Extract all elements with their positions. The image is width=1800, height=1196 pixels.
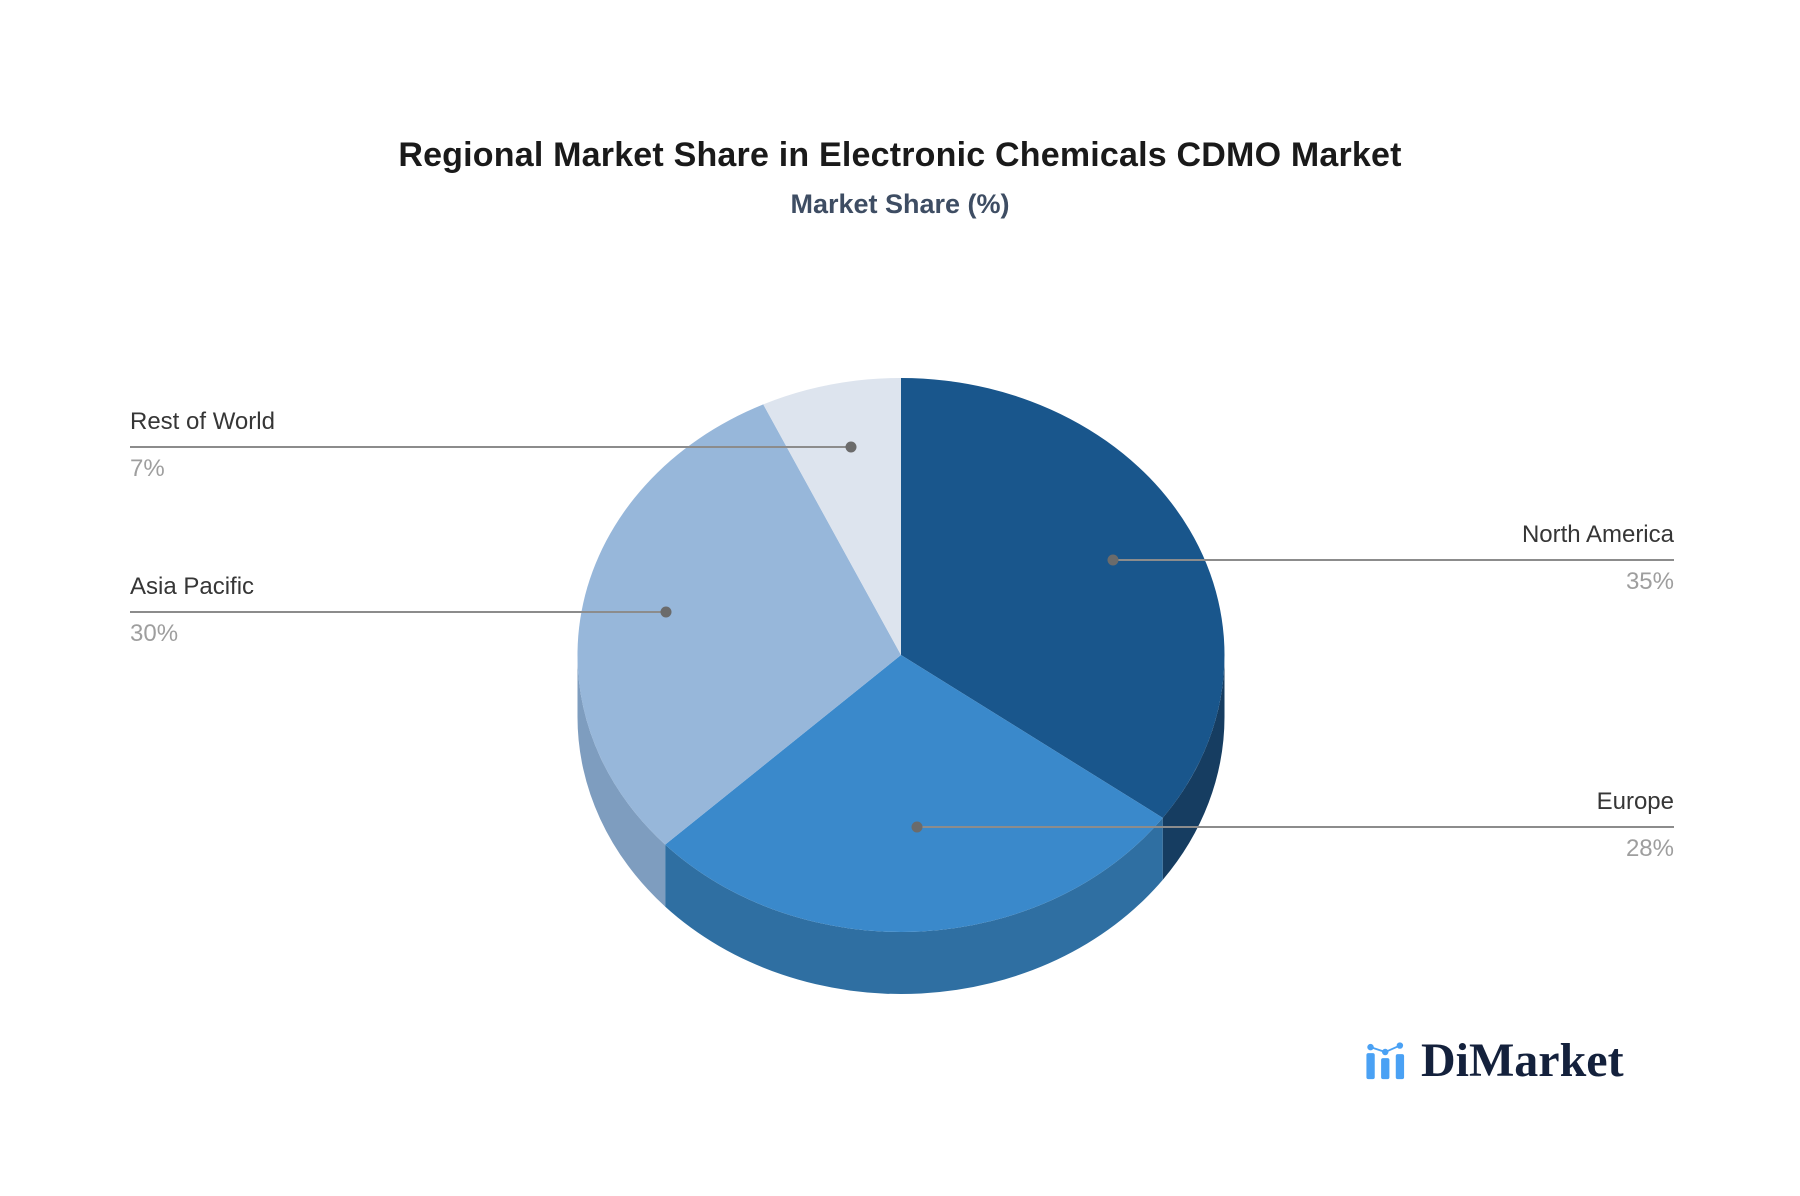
- callout-label-rest-of-world: Rest of World: [130, 408, 275, 435]
- pie-slice-asia-pacific[interactable]: [577, 404, 901, 845]
- leader-dot-rest-of-world: [845, 441, 857, 453]
- pie-slice-side-asia-pacific: [577, 655, 666, 907]
- callout-value-north-america: 35%: [1625, 568, 1674, 595]
- chart-title: Regional Market Share in Electronic Chem…: [398, 136, 1402, 174]
- callout-value-europe: 28%: [1625, 835, 1674, 862]
- pie-slice-europe[interactable]: [665, 655, 1163, 933]
- pie-slice-side-north-america: [1162, 655, 1225, 880]
- leader-dot-asia-pacific: [660, 606, 672, 618]
- callout-label-north-america: North America: [1521, 521, 1674, 548]
- leader-dot-europe: [911, 821, 923, 833]
- callout-label-europe: Europe: [1596, 788, 1674, 815]
- pie-slice-north-america[interactable]: [901, 378, 1225, 818]
- callout-value-asia-pacific: 30%: [130, 620, 179, 647]
- bar-line-chart-icon: [1366, 1042, 1405, 1080]
- brand-logo: DiMarket: [1363, 1034, 1624, 1087]
- leader-dot-north-america: [1107, 554, 1119, 566]
- callout-label-asia-pacific: Asia Pacific: [130, 573, 255, 600]
- chart-subtitle: Market Share (%): [790, 189, 1010, 219]
- brand-logo-text: DiMarket: [1421, 1034, 1624, 1087]
- callout-value-rest-of-world: 7%: [130, 455, 165, 482]
- pie-slice-side-europe: [665, 817, 1163, 995]
